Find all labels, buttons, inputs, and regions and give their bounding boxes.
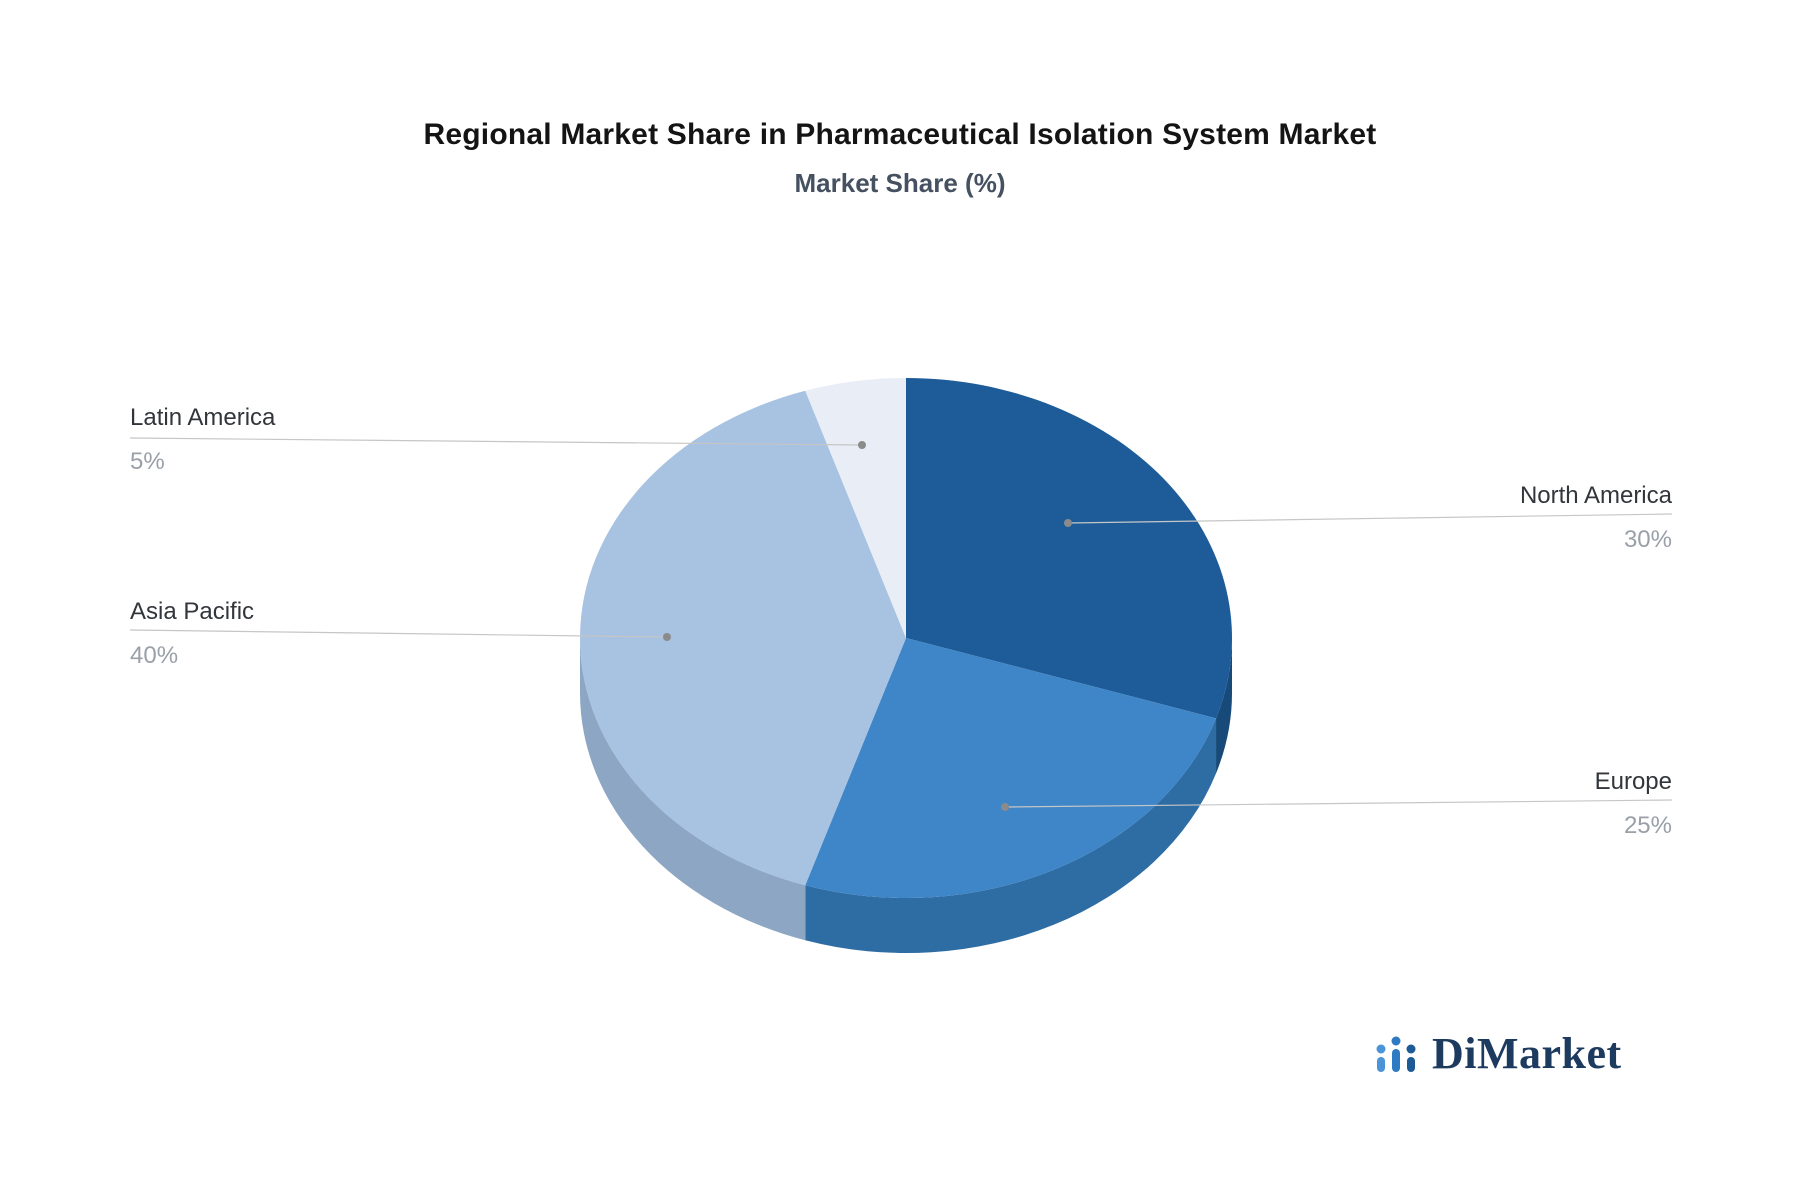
- callout-line-europe: [1004, 799, 1673, 808]
- dimarket-logo-text: DiMarket: [1432, 1029, 1622, 1078]
- slice-callout-north-america: North America 30%: [1520, 482, 1672, 554]
- slice-value-north-america: 30%: [1623, 526, 1672, 553]
- slice-callout-europe: Europe 25%: [1595, 768, 1672, 840]
- pie-slice-north-america[interactable]: [906, 378, 1232, 719]
- callout-line-latin-america: [129, 437, 863, 446]
- slice-label-europe: Europe: [1594, 768, 1672, 795]
- slice-value-latin-america: 5%: [130, 448, 165, 475]
- chart-title: Regional Market Share in Pharmaceutical …: [423, 118, 1377, 151]
- slice-label-latin-america: Latin America: [130, 404, 276, 431]
- slice-label-asia-pacific: Asia Pacific: [130, 598, 255, 625]
- pie-slice-side-asia-pacific: [580, 638, 806, 941]
- dimarket-logo: DiMarket: [1372, 1028, 1622, 1079]
- pie-slice-europe[interactable]: [805, 638, 1217, 898]
- callout-line-north-america: [1067, 513, 1673, 524]
- pie-slice-latin-america[interactable]: [805, 378, 906, 638]
- pie-slice-side-europe: [805, 718, 1217, 953]
- slice-value-europe: 25%: [1623, 812, 1672, 839]
- slice-label-north-america: North America: [1519, 482, 1672, 509]
- pie-slice-side-north-america: [1216, 638, 1232, 774]
- callout-dot-asia-pacific: [663, 633, 671, 641]
- slice-callout-asia-pacific: Asia Pacific 40%: [130, 598, 254, 670]
- callout-dot-latin-america: [858, 441, 866, 449]
- chart-subtitle: Market Share (%): [794, 168, 1006, 198]
- slice-callout-latin-america: Latin America 5%: [130, 404, 275, 476]
- slice-value-asia-pacific: 40%: [130, 642, 179, 669]
- callout-dot-north-america: [1064, 519, 1072, 527]
- callout-dot-europe: [1001, 803, 1009, 811]
- pie-slice-asia-pacific[interactable]: [580, 390, 906, 886]
- callout-line-asia-pacific: [129, 629, 668, 638]
- dimarket-logo-icon: [1376, 1036, 1416, 1072]
